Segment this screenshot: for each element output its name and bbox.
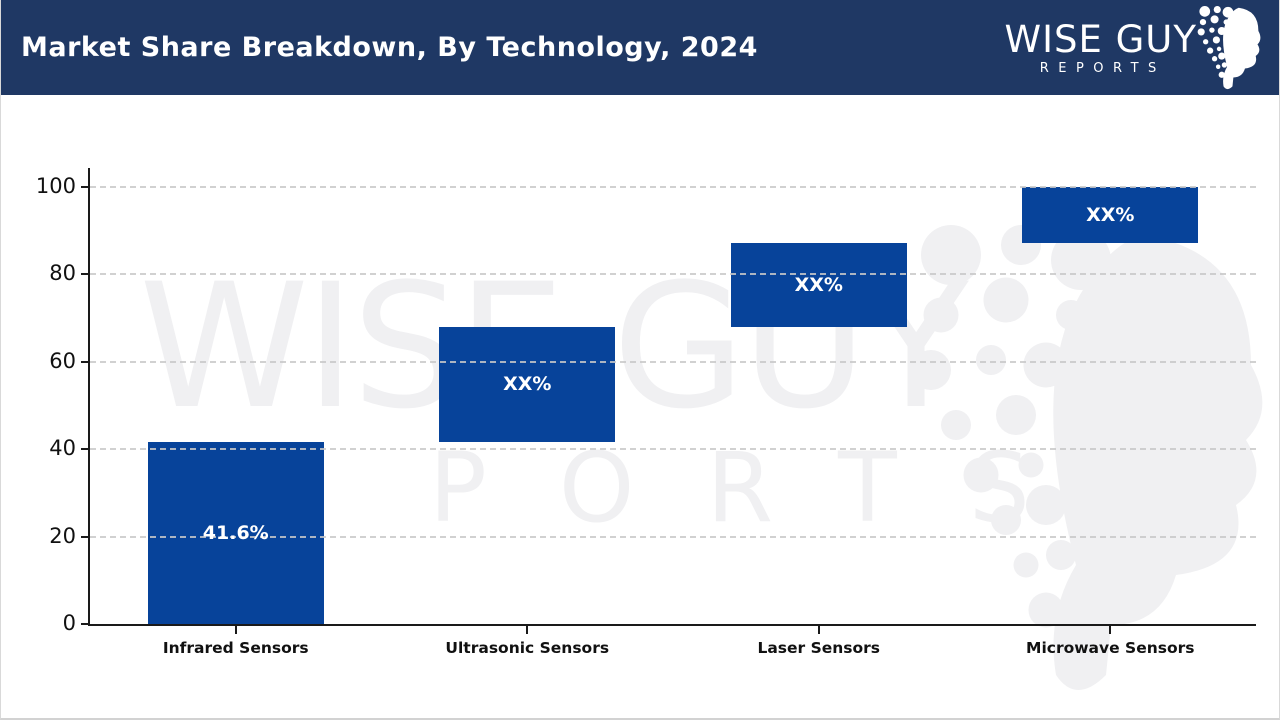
- bar-label-ultrasonic-sensors: XX%: [503, 373, 552, 396]
- y-axis-line: [88, 168, 90, 626]
- brand-logo-text: WISE GUY REPORTS: [1004, 17, 1197, 76]
- watermark-head-logo: [911, 225, 1263, 690]
- x-axis-line: [88, 624, 1256, 626]
- x-label-laser-sensors: Laser Sensors: [757, 639, 881, 657]
- bar-label-microwave-sensors: XX%: [1086, 203, 1135, 226]
- gridline-40: [90, 448, 1256, 450]
- bar-label-infrared-sensors: 41.6%: [202, 522, 269, 544]
- watermark-text-ports: PORTS: [429, 432, 1102, 544]
- bar-laser-sensors: [730, 243, 907, 327]
- header-bar: Market Share Breakdown, By Technology, 2…: [1, 0, 1279, 95]
- y-tick-label-20: 20: [49, 523, 76, 548]
- y-tick-80: [81, 273, 88, 275]
- y-tick-100: [81, 185, 88, 188]
- y-tick-40: [81, 448, 88, 450]
- gridline-20: [90, 535, 1256, 538]
- gridline-60: [90, 360, 1256, 363]
- x-label-infrared-sensors: Infrared Sensors: [162, 639, 309, 657]
- bar-ultrasonic-sensors: [439, 326, 616, 442]
- page-title: Market Share Breakdown, By Technology, 2…: [21, 32, 758, 63]
- x-tick-infrared-sensors: [234, 626, 237, 634]
- y-tick-0: [81, 623, 88, 625]
- brand-head-icon: [1197, 6, 1261, 90]
- y-tick-label-0: 0: [62, 611, 76, 635]
- bar-label-laser-sensors: XX%: [794, 273, 843, 296]
- brand-name: WISE GUY: [1004, 17, 1197, 61]
- y-tick-20: [81, 535, 88, 538]
- x-tick-laser-sensors: [817, 626, 820, 634]
- y-tick-60: [81, 360, 88, 363]
- x-tick-microwave-sensors: [1109, 626, 1112, 634]
- y-tick-label-80: 80: [49, 261, 76, 285]
- bar-infrared-sensors: [147, 442, 324, 624]
- y-tick-label-100: 100: [35, 173, 76, 198]
- x-tick-ultrasonic-sensors: [526, 626, 529, 634]
- gridline-80: [90, 273, 1256, 275]
- bar-microwave-sensors: [1022, 186, 1199, 244]
- brand-logo: WISE GUY REPORTS: [1005, 6, 1265, 90]
- x-label-ultrasonic-sensors: Ultrasonic Sensors: [445, 639, 610, 657]
- y-tick-label-60: 60: [49, 348, 76, 373]
- brand-subname: REPORTS: [1039, 60, 1166, 76]
- x-label-microwave-sensors: Microwave Sensors: [1026, 639, 1195, 657]
- gridline-100: [90, 185, 1256, 188]
- y-tick-label-40: 40: [49, 436, 76, 460]
